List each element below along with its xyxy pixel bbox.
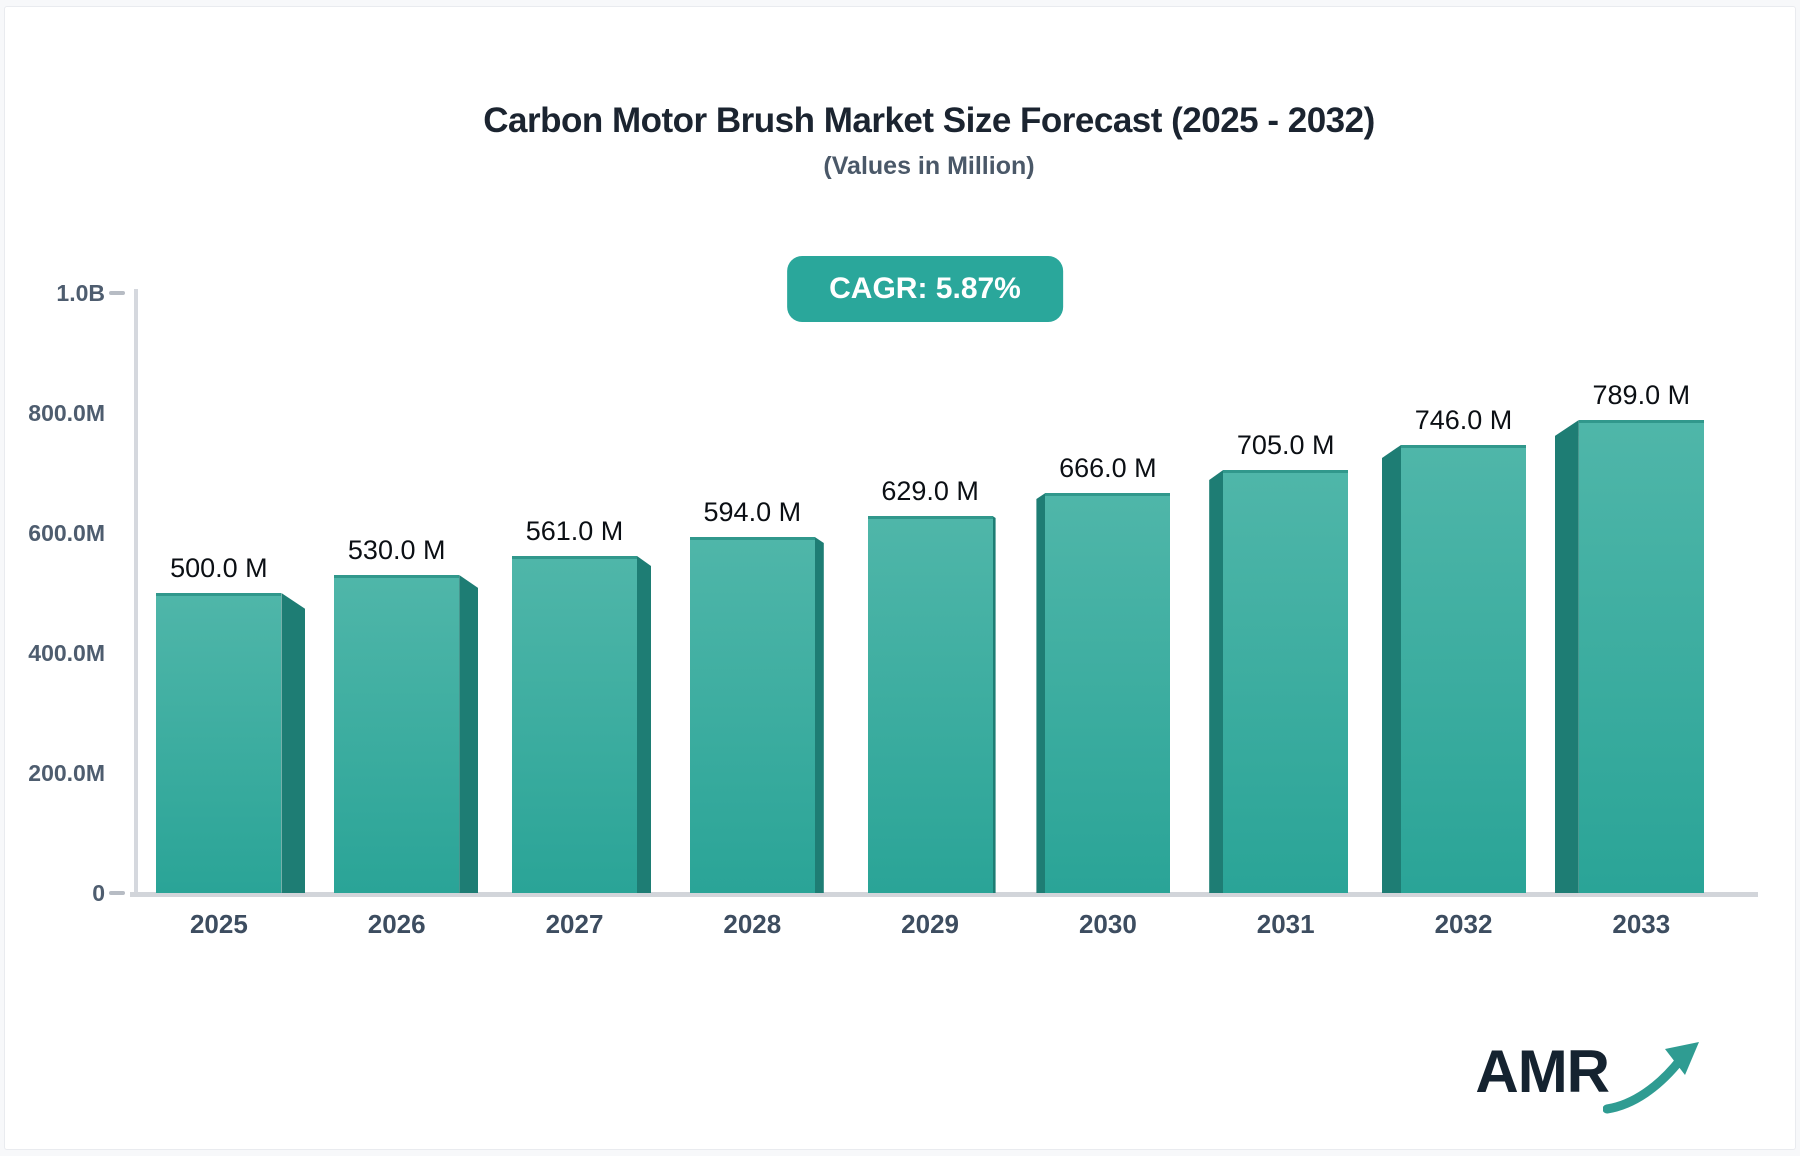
x-axis-label-2031: 2031	[1256, 909, 1315, 939]
bar-2027[interactable]	[512, 556, 637, 893]
y-axis-tick	[109, 291, 125, 295]
y-axis-label-600.0M: 600.0M	[28, 520, 105, 546]
x-axis-label-2032: 2032	[1434, 909, 1493, 939]
bar-value-label-2026: 530.0 M	[347, 535, 446, 565]
bar-side-2033	[1554, 420, 1579, 893]
bar-2030[interactable]	[1045, 493, 1171, 893]
y-axis-line	[134, 289, 138, 897]
bar-2026[interactable]	[334, 575, 460, 893]
chart-subtitle: (Values in Million)	[823, 152, 1035, 180]
bar-value-label-2025: 500.0 M	[170, 553, 268, 583]
y-axis-label-0: 0	[92, 880, 105, 906]
chart-title: Carbon Motor Brush Market Size Forecast …	[483, 101, 1375, 140]
amr-logo-text: AMR	[1475, 1038, 1610, 1105]
y-axis-label-800.0M: 800.0M	[28, 400, 105, 426]
bar-value-label-2030: 666.0 M	[1059, 453, 1157, 483]
chart-card: Carbon Motor Brush Market Size Forecast …	[4, 6, 1796, 1150]
x-axis-label-2027: 2027	[545, 909, 604, 939]
y-axis-label-200.0M: 200.0M	[28, 760, 105, 786]
bar-2031[interactable]	[1223, 470, 1349, 893]
bar-value-label-2029: 629.0 M	[881, 476, 979, 506]
bar-side-2030	[1036, 493, 1046, 893]
y-axis-tick	[109, 891, 125, 895]
growth-arrow-icon	[1603, 1042, 1699, 1114]
y-axis-label-400.0M: 400.0M	[28, 640, 105, 666]
x-axis-line	[130, 892, 1758, 897]
y-axis-label-1.0B: 1.0B	[56, 280, 105, 306]
bar-value-label-2032: 746.0 M	[1414, 405, 1513, 435]
bar-side-2026	[459, 575, 479, 893]
bar-side-2025	[281, 593, 306, 893]
bar-value-label-2027: 561.0 M	[525, 516, 624, 546]
bar-2032[interactable]	[1401, 445, 1526, 893]
x-axis-label-2025: 2025	[189, 909, 248, 939]
cagr-badge: CAGR: 5.87%	[787, 256, 1063, 322]
x-axis-label-2029: 2029	[901, 909, 960, 939]
x-axis-label-2030: 2030	[1078, 909, 1137, 939]
amr-logo: AMR	[1475, 1035, 1703, 1121]
x-axis-label-2033: 2033	[1612, 909, 1671, 939]
bar-value-label-2028: 594.0 M	[703, 497, 802, 527]
bar-2028[interactable]	[689, 537, 815, 893]
bar-2033[interactable]	[1578, 420, 1704, 893]
bar-value-label-2033: 789.0 M	[1592, 380, 1691, 410]
bar-side-2027	[637, 556, 651, 893]
bar-side-2028	[814, 537, 824, 893]
bar-side-2029	[992, 516, 996, 893]
bar-2025[interactable]	[156, 593, 282, 893]
bar-value-label-2031: 705.0 M	[1236, 430, 1335, 460]
bar-side-2032	[1382, 445, 1401, 893]
x-axis-label-2028: 2028	[723, 909, 782, 939]
bar-chart-plot: 0 200.0M 400.0M 600.0M 800.0M 1.0B 500.0 M 530…	[5, 7, 1795, 1149]
bar-2029[interactable]	[867, 516, 993, 893]
bar-side-2031	[1209, 470, 1224, 893]
x-axis-label-2026: 2026	[367, 909, 426, 939]
